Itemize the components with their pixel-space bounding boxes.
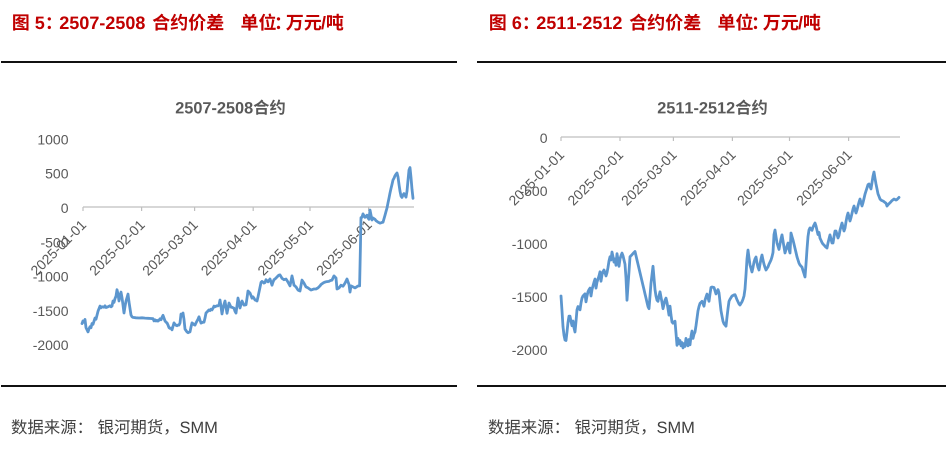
svg-text:-2000: -2000 bbox=[512, 342, 548, 358]
svg-text:-500: -500 bbox=[40, 234, 68, 250]
svg-text:-1500: -1500 bbox=[33, 303, 69, 319]
svg-text:-2000: -2000 bbox=[33, 337, 69, 353]
svg-text:-1000: -1000 bbox=[512, 236, 548, 252]
svg-text:0: 0 bbox=[61, 200, 69, 216]
svg-text:500: 500 bbox=[45, 166, 69, 182]
svg-text:-500: -500 bbox=[519, 183, 547, 199]
svg-text:1000: 1000 bbox=[37, 131, 68, 147]
svg-text:-1000: -1000 bbox=[33, 269, 69, 285]
svg-text:0: 0 bbox=[540, 130, 548, 146]
svg-text:-1500: -1500 bbox=[512, 289, 548, 305]
